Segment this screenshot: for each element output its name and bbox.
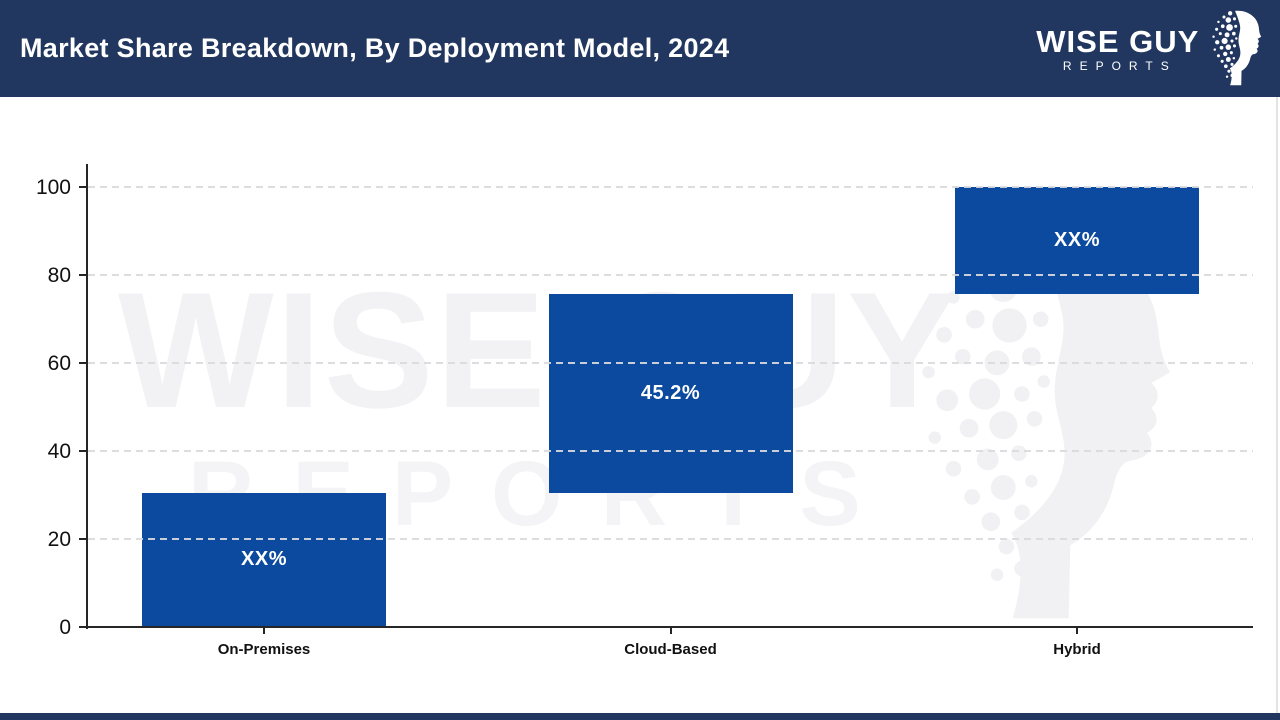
x-tick-label-3: Hybrid: [1053, 641, 1101, 658]
y-tick-label: 60: [47, 352, 71, 375]
footer-strip: [0, 713, 1280, 720]
bar-cloud-based: 45.2%: [548, 293, 793, 493]
y-axis-line: [86, 164, 88, 629]
logo-wordmark: WISE GUY: [1036, 23, 1200, 59]
y-tick-mark: [79, 186, 87, 188]
x-tick-mark: [263, 628, 265, 634]
gridline-20: [88, 538, 1253, 540]
x-axis-line: [86, 626, 1253, 628]
watermark-wordmark: WISE GUY: [118, 258, 960, 442]
bar-value-label: 45.2%: [640, 381, 701, 404]
wiseguy-face-icon: [1212, 10, 1262, 85]
bar-value-label: XX%: [241, 548, 287, 571]
x-tick-mark: [1076, 628, 1078, 634]
y-tick-label: 0: [59, 616, 71, 639]
x-tick-mark: [669, 628, 672, 634]
y-tick-label: 80: [47, 264, 71, 287]
x-tick-label-1: On-Premises: [217, 641, 311, 658]
chart-title: Market Share Breakdown, By Deployment Mo…: [20, 33, 730, 63]
logo-subtitle: REPORTS: [1062, 58, 1177, 73]
y-tick-mark: [79, 274, 87, 276]
y-tick-mark: [79, 538, 87, 540]
bar-on-premises: XX%: [142, 492, 386, 627]
gridline-80: [88, 274, 1253, 276]
header-bar: Market Share Breakdown, By Deployment Mo…: [0, 0, 1280, 97]
bar-value-label: XX%: [1054, 228, 1100, 251]
y-tick-mark: [79, 450, 87, 452]
logo-text: WISE GUY REPORTS: [1036, 26, 1199, 72]
chart-right-border: [1276, 97, 1278, 713]
gridline-100: [88, 186, 1253, 188]
bar-hybrid: XX%: [955, 187, 1199, 294]
x-tick-label-2: Cloud-Based: [624, 641, 717, 658]
y-tick-label: 20: [47, 528, 71, 551]
wiseguy-logo: WISE GUY REPORTS: [1036, 9, 1268, 89]
gridline-60: [88, 362, 1253, 364]
y-tick-label: 100: [35, 176, 71, 199]
y-tick-label: 40: [47, 440, 71, 463]
gridline-40: [88, 450, 1253, 452]
y-tick-mark: [79, 626, 87, 628]
y-tick-mark: [79, 362, 87, 364]
